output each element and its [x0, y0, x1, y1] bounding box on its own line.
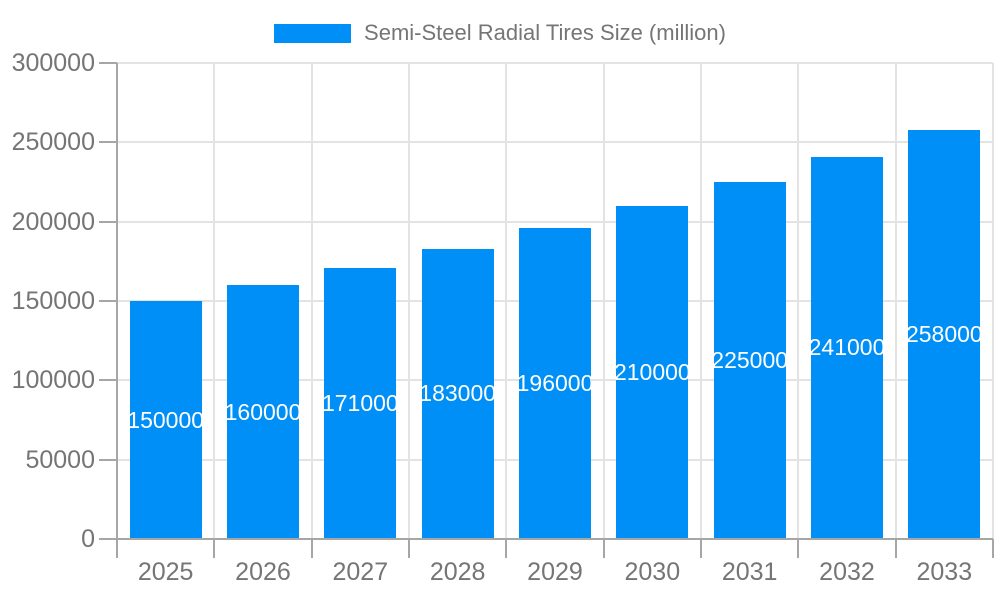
bar-2029 — [519, 228, 591, 538]
gridline-vertical — [408, 63, 410, 539]
y-axis-line — [116, 63, 118, 558]
bar-2025 — [129, 301, 202, 538]
x-axis-label: 2031 — [721, 558, 778, 586]
bar-2030 — [616, 205, 689, 538]
x-axis-tick — [797, 539, 800, 558]
bar-2032 — [811, 156, 883, 538]
bar-2028 — [421, 248, 494, 538]
gridline-horizontal — [117, 141, 993, 144]
x-axis-label: 2025 — [137, 558, 194, 586]
plot-area: 0 50000 100000 150000 200000 250000 300000 1500… — [12, 49, 994, 586]
gridline-vertical — [213, 63, 216, 539]
y-axis-label: 250000 — [11, 128, 95, 157]
x-axis-tick — [310, 539, 313, 558]
gridline-vertical — [310, 63, 313, 539]
legend-label: Semi-Steel Radial Tires Size (million) — [364, 20, 726, 45]
x-axis-tick — [992, 539, 994, 558]
gridline-vertical — [602, 63, 605, 539]
bar-2026 — [227, 285, 299, 538]
bar-2033 — [908, 129, 981, 538]
legend-swatch — [274, 23, 352, 43]
gridline-vertical — [992, 63, 994, 539]
y-axis-tick — [99, 62, 117, 64]
x-axis-label: 2026 — [235, 558, 291, 586]
x-axis-label: 2033 — [916, 558, 973, 586]
x-axis-label: 2027 — [332, 558, 389, 586]
y-axis-tick — [99, 141, 117, 144]
gridline-vertical — [505, 63, 508, 539]
x-axis-label: 2032 — [819, 558, 875, 586]
gridline-vertical — [797, 63, 800, 539]
x-axis-label: 2028 — [429, 558, 486, 586]
bar-2027 — [324, 267, 397, 538]
y-axis-tick — [99, 300, 117, 302]
x-axis-label: 2029 — [527, 558, 583, 586]
gridline-horizontal — [117, 62, 993, 64]
y-axis-label: 300000 — [11, 49, 95, 77]
y-axis-label: 0 — [81, 525, 95, 553]
x-axis-tick — [602, 539, 605, 558]
x-axis-tick — [700, 539, 702, 558]
x-axis-tick — [213, 539, 216, 558]
gridline-vertical — [700, 63, 702, 539]
bar-2031 — [713, 182, 786, 538]
gridline-horizontal — [117, 220, 993, 223]
y-axis-tick — [99, 458, 117, 461]
x-axis-tick — [116, 539, 118, 558]
y-axis-label: 150000 — [11, 287, 95, 315]
legend-item[interactable]: Semi-Steel Radial Tires Size (million) — [0, 20, 1000, 46]
y-axis-label: 50000 — [25, 445, 95, 474]
x-axis-line — [117, 538, 993, 540]
y-axis-label: 100000 — [11, 366, 95, 395]
y-axis-tick — [99, 220, 117, 223]
x-axis-tick — [894, 539, 897, 558]
gridline-vertical — [894, 63, 897, 539]
y-axis-tick — [99, 379, 117, 382]
x-axis-tick — [505, 539, 508, 558]
y-axis-tick — [99, 538, 117, 540]
y-axis-label: 200000 — [11, 207, 95, 236]
x-axis-tick — [408, 539, 410, 558]
x-axis-label: 2030 — [624, 558, 681, 586]
